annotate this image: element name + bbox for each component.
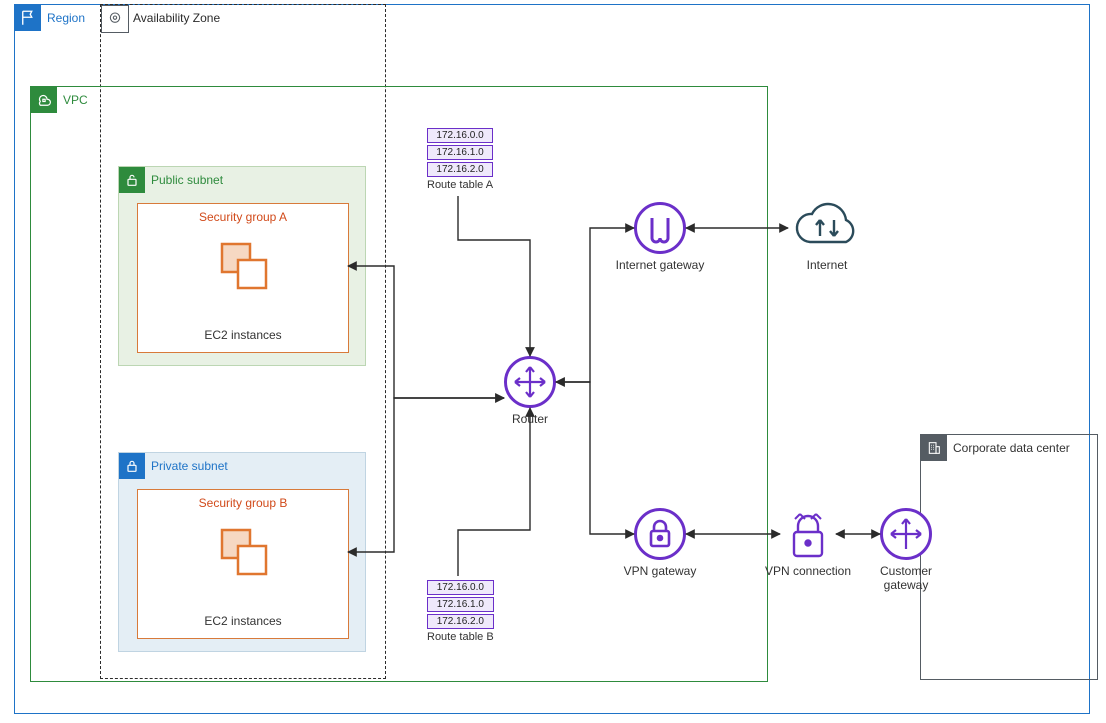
- security-group-b: Security group B EC2 instances: [137, 489, 349, 639]
- security-group-b-label: Security group B: [138, 496, 348, 510]
- vpc-icon: [31, 87, 57, 113]
- route-table-b-label: Route table B: [427, 631, 494, 643]
- security-group-a-label: Security group A: [138, 210, 348, 224]
- route-table-b: 172.16.0.0 172.16.1.0 172.16.2.0 Route t…: [427, 580, 494, 643]
- public-subnet: Public subnet Security group A EC2 insta…: [118, 166, 366, 366]
- custgw-label: Customer gateway: [861, 564, 951, 592]
- ec2-icon: [216, 524, 272, 585]
- private-subnet: Private subnet Security group B EC2 inst…: [118, 452, 366, 652]
- route-table-a: 172.16.0.0 172.16.1.0 172.16.2.0 Route t…: [427, 128, 493, 191]
- route-row: 172.16.2.0: [427, 614, 494, 629]
- router-node: [504, 356, 556, 408]
- corp-icon: [921, 435, 947, 461]
- ec2-instances-label-b: EC2 instances: [138, 614, 348, 628]
- vpngw-node: [634, 508, 686, 560]
- ec2-icon: [216, 238, 272, 299]
- public-subnet-icon: [119, 167, 145, 193]
- vpnconn-node: [782, 506, 834, 567]
- route-table-a-label: Route table A: [427, 179, 493, 191]
- az-label: Availability Zone: [133, 11, 220, 25]
- vpc-label: VPC: [63, 93, 88, 107]
- corp-container: Corporate data center: [920, 434, 1098, 680]
- vpngw-label: VPN gateway: [615, 564, 705, 578]
- private-subnet-label: Private subnet: [151, 459, 228, 473]
- public-subnet-label: Public subnet: [151, 173, 223, 187]
- router-label: Router: [485, 412, 575, 426]
- route-row: 172.16.1.0: [427, 145, 493, 160]
- private-subnet-icon: [119, 453, 145, 479]
- custgw-node: [880, 508, 932, 560]
- igw-node: [634, 202, 686, 254]
- security-group-a: Security group A EC2 instances: [137, 203, 349, 353]
- internet-label: Internet: [782, 258, 872, 272]
- internet-node: [788, 198, 866, 261]
- route-row: 172.16.2.0: [427, 162, 493, 177]
- vpnconn-label: VPN connection: [763, 564, 853, 578]
- region-label: Region: [47, 11, 85, 25]
- corp-label: Corporate data center: [953, 441, 1070, 455]
- route-row: 172.16.0.0: [427, 580, 494, 595]
- route-row: 172.16.0.0: [427, 128, 493, 143]
- az-icon: [101, 5, 129, 33]
- region-icon: [15, 5, 41, 31]
- route-row: 172.16.1.0: [427, 597, 494, 612]
- ec2-instances-label-a: EC2 instances: [138, 328, 348, 342]
- igw-label: Internet gateway: [615, 258, 705, 272]
